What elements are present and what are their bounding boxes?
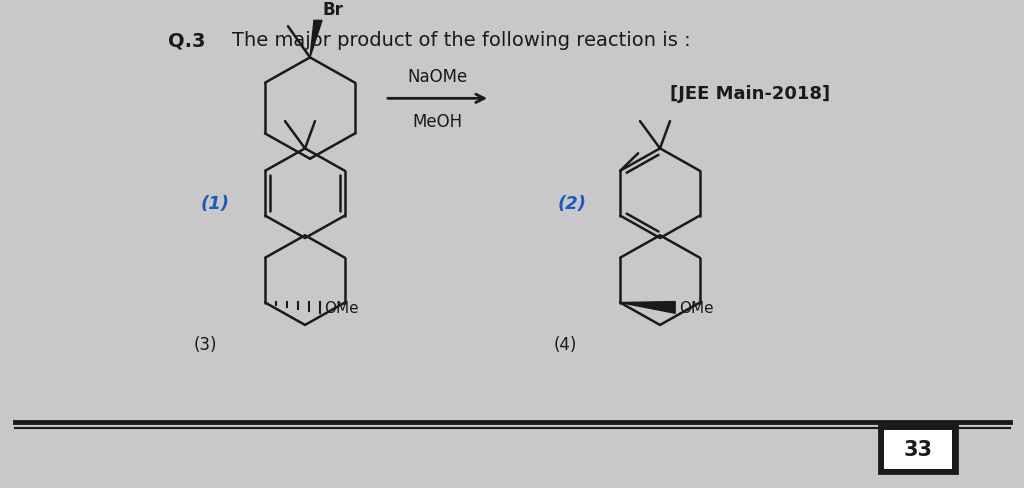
Text: 33: 33 xyxy=(903,439,933,459)
Text: (2): (2) xyxy=(557,194,587,212)
Text: MeOH: MeOH xyxy=(413,113,463,131)
Text: (3): (3) xyxy=(194,335,217,353)
Text: (4): (4) xyxy=(553,335,577,353)
Polygon shape xyxy=(621,302,675,314)
Text: The major product of the following reaction is :: The major product of the following react… xyxy=(232,31,690,50)
Bar xyxy=(879,425,957,473)
Text: Q.3: Q.3 xyxy=(168,31,206,50)
Text: Br: Br xyxy=(323,1,344,20)
Text: (1): (1) xyxy=(201,194,229,212)
Text: OMe: OMe xyxy=(325,300,358,315)
Polygon shape xyxy=(310,21,322,58)
Bar xyxy=(884,429,952,468)
Text: NaOMe: NaOMe xyxy=(408,67,468,85)
Text: OMe: OMe xyxy=(679,300,714,315)
Text: [JEE Main-2018]: [JEE Main-2018] xyxy=(670,85,830,103)
